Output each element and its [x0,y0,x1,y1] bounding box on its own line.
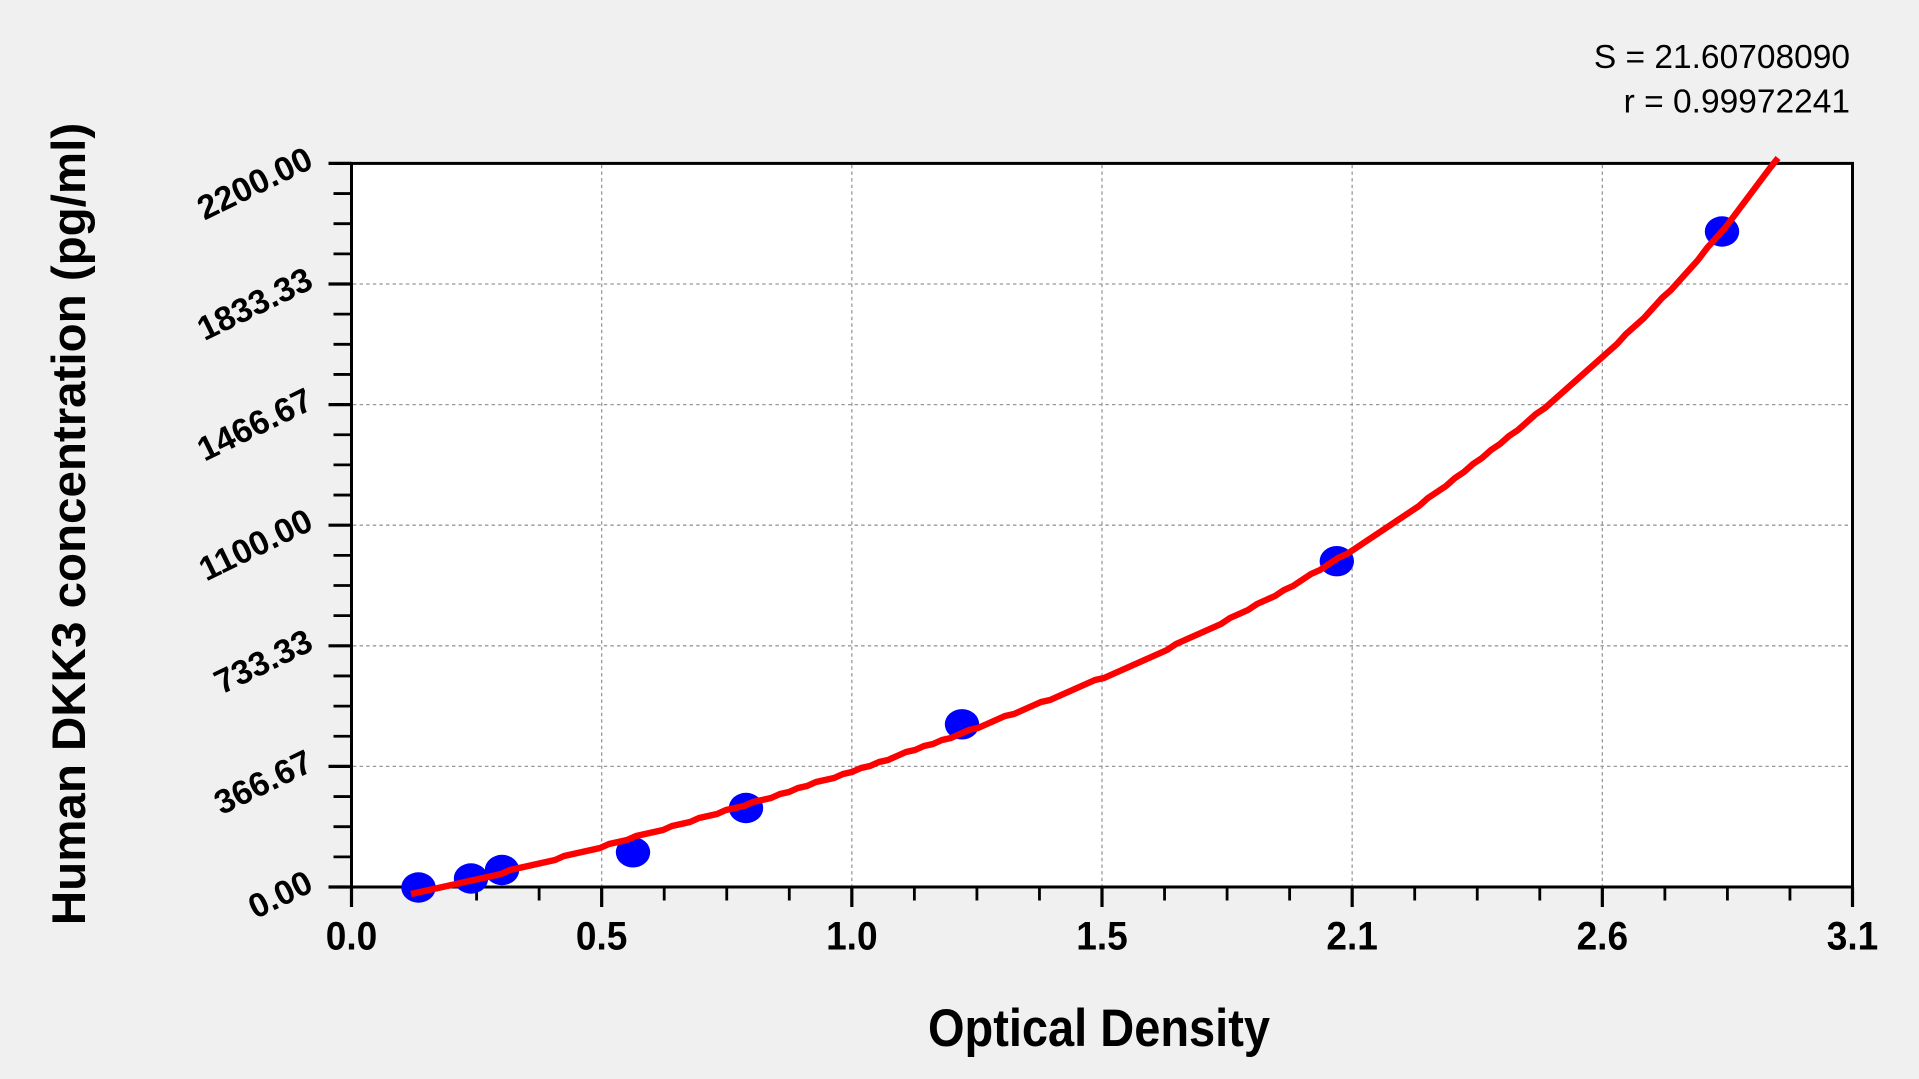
svg-text:3.1: 3.1 [1827,915,1879,959]
svg-text:2.6: 2.6 [1577,915,1629,959]
svg-text:1.0: 1.0 [826,915,878,959]
svg-text:2.1: 2.1 [1326,915,1378,959]
svg-text:1.5: 1.5 [1076,915,1128,959]
svg-text:0.0: 0.0 [326,915,378,959]
svg-text:Optical Density: Optical Density [928,999,1270,1058]
svg-text:Human DKK3 concentration (pg/m: Human DKK3 concentration (pg/ml) [43,123,96,925]
svg-text:r = 0.99972241: r = 0.99972241 [1624,83,1850,120]
svg-text:0.5: 0.5 [576,915,628,959]
svg-text:S = 21.60708090: S = 21.60708090 [1594,39,1850,76]
